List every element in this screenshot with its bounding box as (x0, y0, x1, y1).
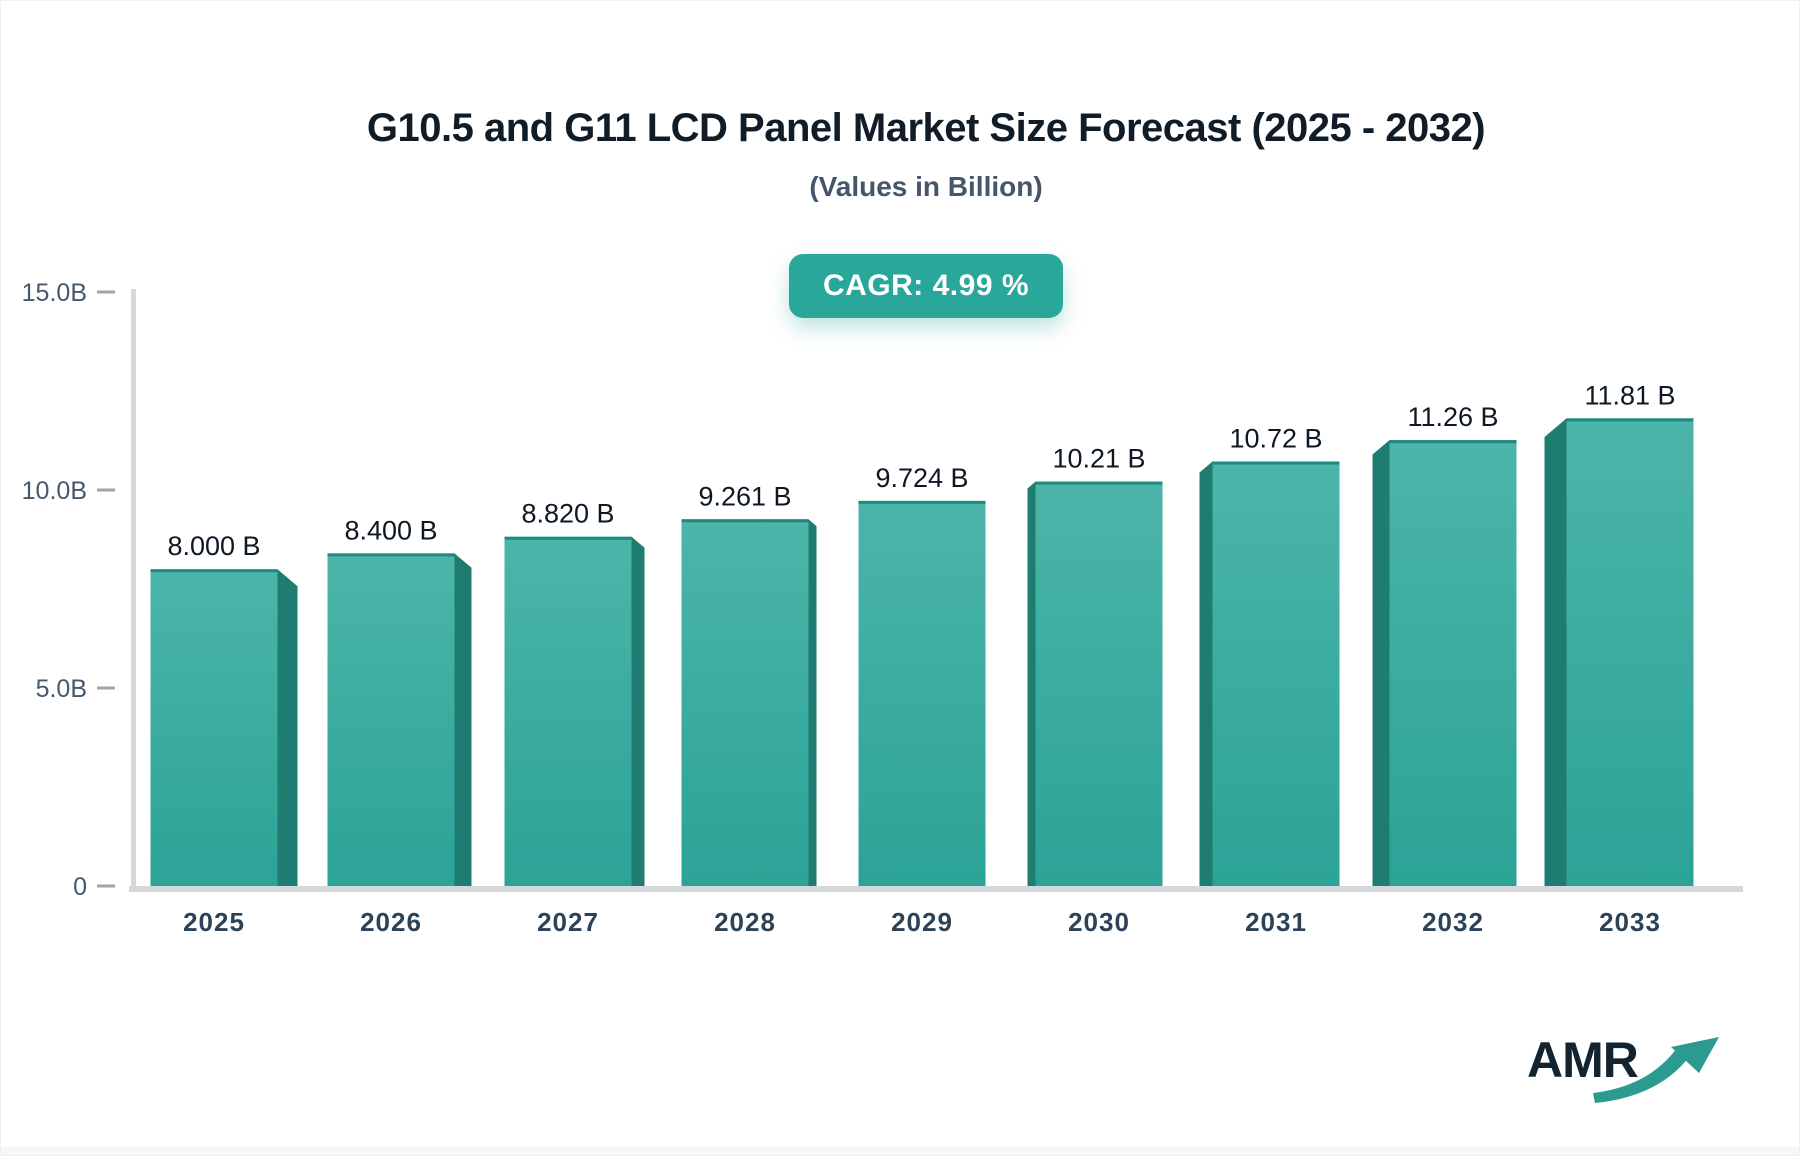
y-axis-tick-mark (97, 686, 115, 690)
bar-front-face (681, 519, 809, 886)
bar-side-face (1544, 418, 1567, 886)
bar-value-label: 9.724 B (875, 463, 968, 493)
y-axis-tick-mark (97, 488, 115, 492)
bar-front-face (327, 553, 455, 886)
y-axis-tick-mark (97, 884, 115, 888)
bar-front-face (150, 569, 278, 886)
bar-value-label: 10.21 B (1052, 444, 1145, 474)
bar-2030 (1027, 481, 1163, 886)
bar-2033 (1544, 418, 1694, 886)
x-axis-line (129, 886, 1743, 892)
bar-value-label: 11.81 B (1584, 380, 1675, 410)
y-axis-tick-label: 15.0B (22, 279, 87, 307)
x-axis-tick-label: 2031 (1245, 907, 1307, 937)
x-axis-tick-label: 2033 (1599, 907, 1661, 937)
y-axis-tick-label: 0 (73, 873, 87, 901)
bar-side-face (1027, 481, 1036, 886)
bar-value-label: 8.000 B (167, 531, 260, 561)
cagr-badge: CAGR: 4.99 % (788, 254, 1064, 319)
bar-side-face (454, 553, 472, 886)
x-axis-tick-label: 2032 (1422, 907, 1484, 937)
bar-front-face (1212, 461, 1340, 886)
bar-value-label: 8.820 B (521, 499, 614, 529)
x-axis-tick-label: 2026 (360, 907, 422, 937)
bar-front-face (1566, 418, 1694, 886)
bar-2025 (150, 569, 298, 886)
y-axis-tick-label: 10.0B (22, 477, 87, 505)
bar-side-face (631, 536, 645, 886)
x-axis-tick-label: 2028 (714, 907, 776, 937)
y-axis-tick-label: 5.0B (36, 675, 87, 703)
bar-front-face (1389, 440, 1517, 886)
bar-value-label: 10.72 B (1229, 423, 1322, 453)
chart-header: G10.5 and G11 LCD Panel Market Size Fore… (51, 1, 1799, 319)
bar-value-label: 9.261 B (698, 481, 791, 511)
amr-logo: AMR (1527, 1035, 1727, 1130)
bottom-strip (1, 1147, 1799, 1155)
bar-value-label: 11.26 B (1407, 402, 1498, 432)
bar-side-face (1372, 440, 1390, 886)
bar-front-face (504, 536, 632, 886)
bar-side-face (1199, 461, 1213, 886)
bar-value-label: 8.400 B (344, 515, 437, 545)
bar-2028 (681, 519, 817, 886)
x-axis-tick-label: 2029 (891, 907, 953, 937)
bar-2026 (327, 553, 472, 886)
bar-side-face (808, 519, 817, 886)
bar-2029 (858, 500, 986, 886)
bar-front-face (858, 500, 986, 886)
amr-logo-text: AMR (1527, 1032, 1639, 1088)
bar-front-face (1035, 481, 1163, 886)
page-subtitle: (Values in Billion) (809, 171, 1043, 202)
x-axis-tick-label: 2030 (1068, 907, 1130, 937)
y-axis-tick-mark (97, 290, 115, 294)
x-axis-tick-label: 2027 (537, 907, 599, 937)
bar-2031 (1199, 461, 1340, 886)
x-axis-tick-label: 2025 (183, 907, 245, 937)
trend-up-arrow-icon (1593, 1037, 1719, 1103)
y-axis-line (131, 289, 136, 892)
bar-side-face (277, 569, 298, 886)
bar-2032 (1372, 440, 1517, 886)
page-title: G10.5 and G11 LCD Panel Market Size Fore… (366, 106, 1486, 150)
bar-2027 (504, 536, 645, 886)
